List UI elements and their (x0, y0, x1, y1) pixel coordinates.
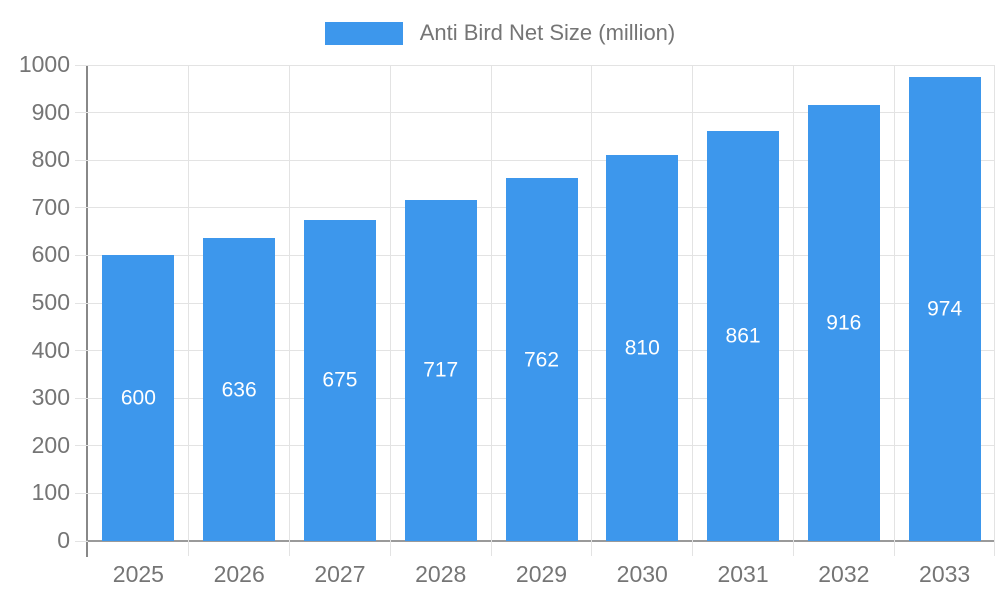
y-axis-tick (75, 540, 88, 542)
bar-value-label: 916 (826, 311, 862, 335)
x-axis-tick (591, 541, 593, 556)
x-axis-tick (792, 541, 794, 556)
y-axis-tick (75, 64, 88, 66)
vertical-gridline (893, 65, 895, 541)
y-axis-tick (75, 207, 88, 209)
x-tick-label-2026: 2026 (213, 561, 265, 587)
y-axis-tick (75, 112, 88, 114)
bar-value-label: 810 (624, 336, 660, 360)
x-tick-label-2028: 2028 (415, 561, 467, 587)
x-axis-tick (389, 541, 391, 556)
bar-value-label: 600 (120, 386, 156, 410)
y-axis-line (86, 65, 88, 557)
x-axis-tick (188, 541, 190, 556)
bar-2030[interactable]: 810 (606, 155, 679, 541)
vertical-gridline (289, 65, 291, 541)
x-tick-label-2025: 2025 (112, 561, 164, 587)
vertical-gridline (994, 65, 995, 541)
y-tick-label: 400 (31, 336, 70, 363)
y-axis-tick (75, 302, 88, 304)
y-axis-tick (75, 492, 88, 494)
x-axis-tick (893, 541, 895, 556)
bar-2031[interactable]: 861 (707, 131, 780, 541)
bar-2025[interactable]: 600 (102, 255, 175, 541)
legend[interactable]: Anti Bird Net Size (million) (0, 20, 1000, 46)
bar-value-label: 861 (725, 324, 761, 348)
x-axis-tick (490, 541, 492, 556)
horizontal-gridline (88, 159, 995, 161)
x-tick-label-2030: 2030 (616, 561, 668, 587)
bar-value-label: 675 (322, 368, 358, 392)
bar-2026[interactable]: 636 (203, 238, 276, 541)
x-tick-label-2033: 2033 (919, 561, 971, 587)
bar-value-label: 636 (221, 378, 257, 402)
vertical-gridline (188, 65, 190, 541)
vertical-gridline (591, 65, 593, 541)
y-axis-tick (75, 254, 88, 256)
x-tick-label-2031: 2031 (717, 561, 769, 587)
vertical-gridline (792, 65, 794, 541)
x-tick-label-2027: 2027 (314, 561, 366, 587)
y-axis-tick (75, 350, 88, 352)
x-tick-label-2032: 2032 (818, 561, 870, 587)
bar-value-label: 762 (523, 348, 560, 372)
vertical-gridline (389, 65, 391, 541)
horizontal-gridline (88, 112, 995, 114)
bar-2028[interactable]: 717 (404, 199, 477, 541)
y-axis-tick (75, 159, 88, 161)
y-tick-label: 0 (57, 527, 70, 553)
bar-2032[interactable]: 916 (807, 104, 880, 541)
bar-2029[interactable]: 762 (505, 178, 578, 541)
y-tick-label: 900 (31, 98, 70, 125)
y-tick-label: 500 (31, 289, 70, 315)
legend-label: Anti Bird Net Size (million) (419, 20, 676, 45)
x-axis-tick (692, 541, 694, 556)
vertical-gridline (692, 65, 694, 541)
y-tick-label: 1000 (18, 51, 70, 77)
y-axis-tick (75, 445, 88, 447)
y-tick-label: 100 (31, 479, 70, 506)
bar-value-label: 717 (423, 358, 459, 382)
plot-area: 0 100 200 300 400 500 600 700 800 900 1000 600 2025 6… (19, 53, 995, 586)
horizontal-gridline (88, 64, 995, 66)
x-axis-tick (289, 541, 291, 556)
y-tick-label: 800 (31, 146, 70, 173)
y-tick-label: 700 (31, 193, 70, 220)
legend-swatch (324, 21, 403, 45)
y-tick-label: 600 (31, 241, 70, 268)
bar-2033[interactable]: 974 (908, 77, 981, 541)
y-tick-label: 300 (31, 384, 70, 411)
y-axis-tick (75, 397, 88, 399)
x-tick-label-2029: 2029 (515, 561, 568, 587)
y-tick-label: 200 (31, 431, 70, 458)
x-axis-tick (994, 541, 995, 556)
bar-value-label: 974 (927, 297, 963, 321)
bar-2027[interactable]: 675 (303, 219, 376, 541)
vertical-gridline (490, 65, 492, 541)
x-axis-line (86, 540, 995, 542)
